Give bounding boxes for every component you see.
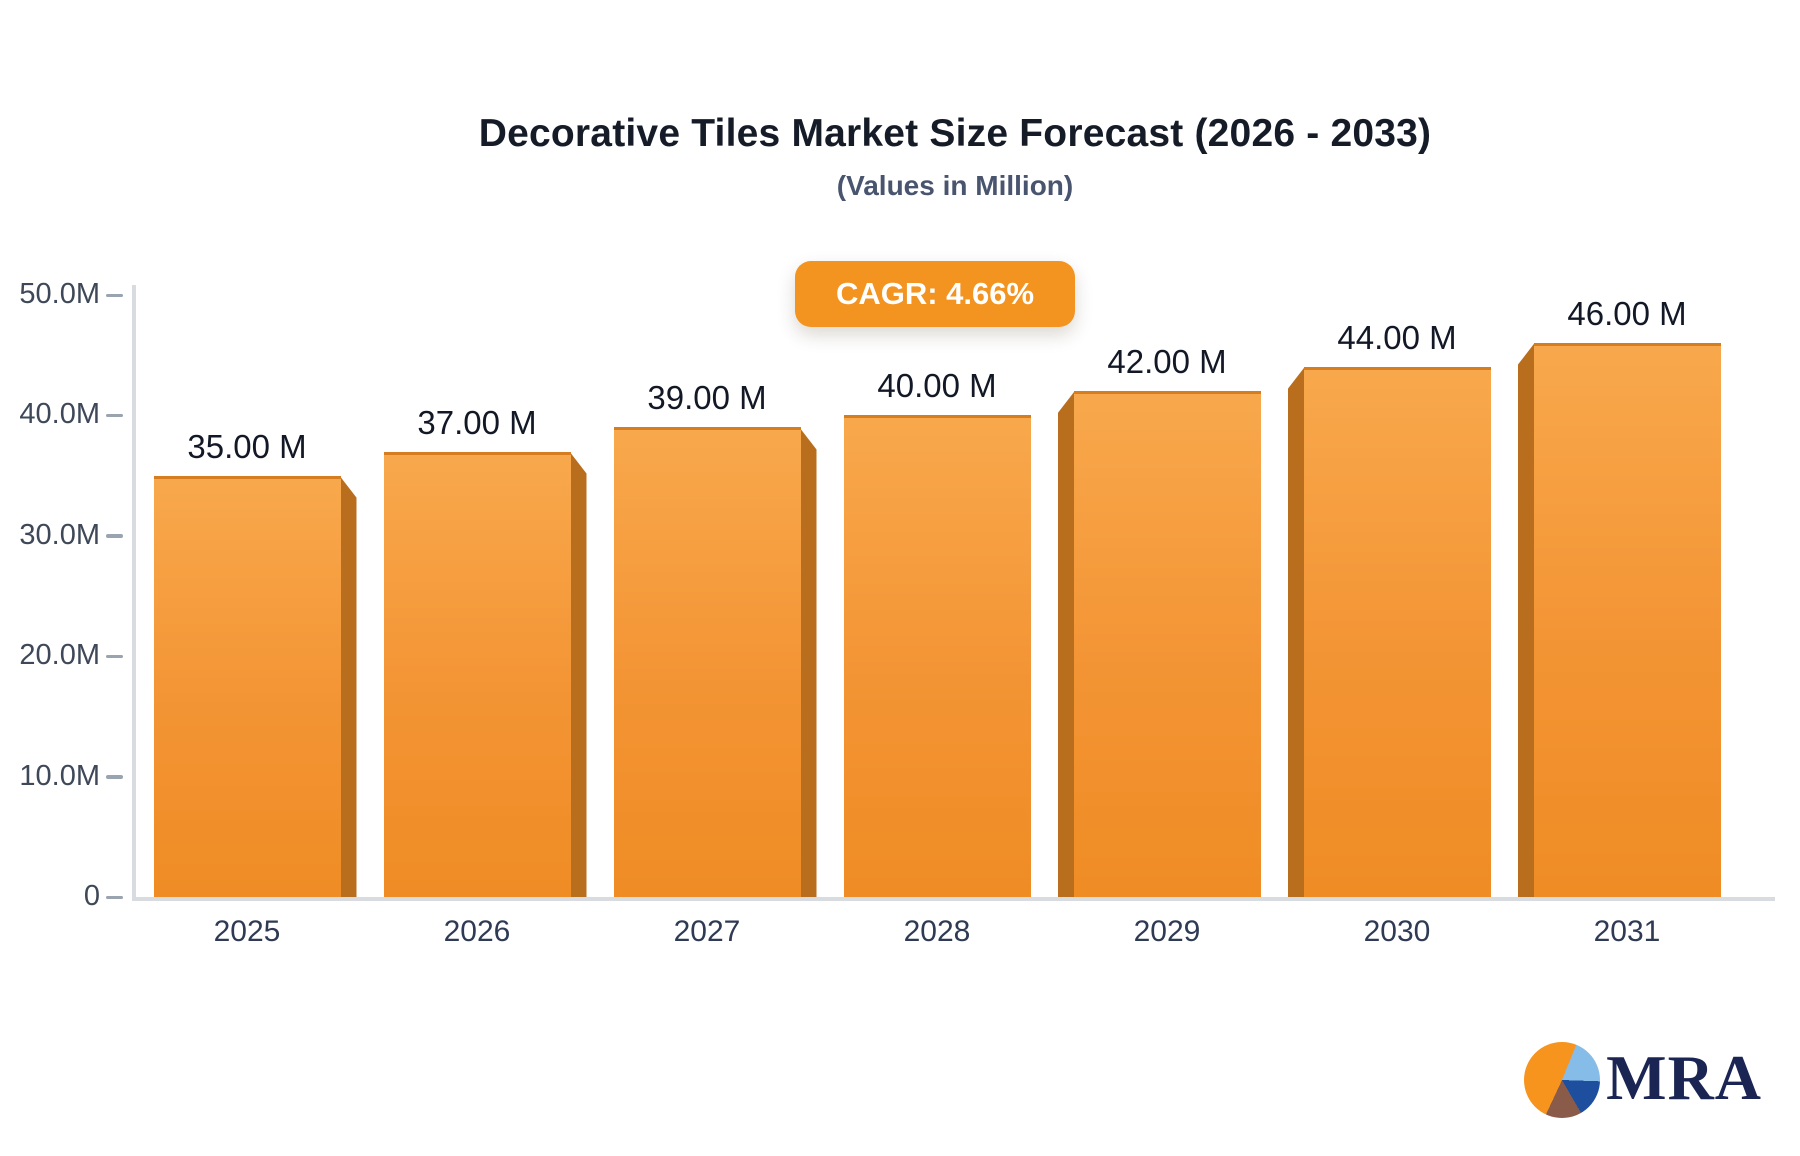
y-axis-line xyxy=(132,285,136,897)
cagr-badge: CAGR: 4.66% xyxy=(795,261,1075,327)
bar-3d-side xyxy=(569,451,587,897)
x-axis-line xyxy=(132,897,1775,901)
brand-logo-text: MRA xyxy=(1606,1042,1762,1113)
x-axis-label: 2026 xyxy=(443,915,511,948)
pie-chart-logo-icon xyxy=(1524,1042,1601,1118)
bar-2031 xyxy=(1533,343,1721,897)
bar-value-label: 44.00 M xyxy=(1337,319,1457,357)
y-tick-mark xyxy=(106,413,123,418)
bar-3d-side xyxy=(1057,391,1075,897)
bar-3d-side xyxy=(1517,343,1535,897)
y-tick-label: 0 xyxy=(83,880,100,912)
chart-subtitle: (Values in Million) xyxy=(836,170,1074,201)
y-tick-label: 20.0M xyxy=(19,639,100,672)
bar-2027 xyxy=(613,427,801,897)
y-tick-label: 40.0M xyxy=(19,398,100,431)
bar-2026 xyxy=(383,451,571,897)
y-tick-mark xyxy=(106,895,123,899)
bar-value-label: 46.00 M xyxy=(1567,295,1687,333)
x-axis-label: 2031 xyxy=(1593,915,1661,948)
y-tick-label: 50.0M xyxy=(19,278,100,310)
bar-value-label: 39.00 M xyxy=(647,379,767,417)
y-tick-mark xyxy=(106,775,123,779)
y-tick-mark xyxy=(106,293,123,297)
y-tick-label: 30.0M xyxy=(19,518,100,551)
bar-2029 xyxy=(1073,391,1261,897)
bar-3d-side xyxy=(339,475,357,897)
x-axis-label: 2030 xyxy=(1363,915,1431,948)
bar-value-label: 40.00 M xyxy=(877,367,997,405)
x-axis-label: 2029 xyxy=(1133,915,1201,948)
bar-value-label: 42.00 M xyxy=(1107,343,1227,381)
bar-value-label: 37.00 M xyxy=(417,403,537,441)
y-tick-mark xyxy=(106,654,123,659)
cagr-badge-label: CAGR: 4.66% xyxy=(835,276,1035,311)
bar-3d-side xyxy=(799,427,817,897)
x-axis-label: 2025 xyxy=(213,915,281,948)
bar-2028 xyxy=(843,415,1031,897)
x-axis-label: 2028 xyxy=(903,915,971,948)
x-axis-label: 2027 xyxy=(673,915,741,948)
bar-2025 xyxy=(153,475,341,897)
bar-3d-side xyxy=(1287,367,1305,897)
bar-2030 xyxy=(1303,367,1491,897)
y-tick-label: 10.0M xyxy=(19,759,100,792)
bar-value-label: 35.00 M xyxy=(187,427,307,465)
chart-title: Decorative Tiles Market Size Forecast (2… xyxy=(478,112,1432,155)
brand-logo: MRA xyxy=(1524,1040,1762,1118)
y-tick-mark xyxy=(106,534,123,538)
